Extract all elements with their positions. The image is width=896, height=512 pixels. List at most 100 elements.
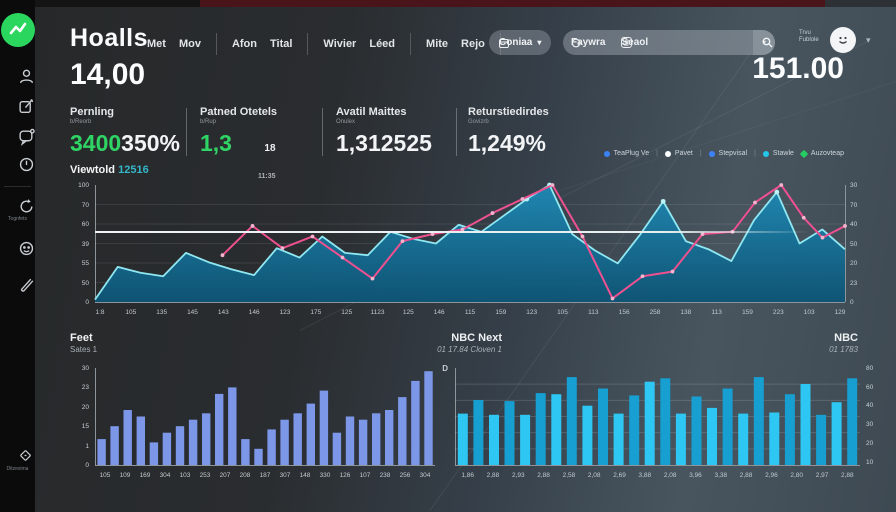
main-x-tick: 156 [618, 309, 630, 316]
main-y-tick-right: 30 [850, 182, 858, 189]
main-y-tick-right: 0 [850, 299, 854, 306]
search-left-label: Faywra [571, 37, 606, 48]
main-x-tick: 1:8 [95, 309, 105, 316]
bar-y-tick: 20 [866, 439, 874, 447]
main-y-tick-right: 70 [850, 201, 858, 209]
bar-x-tick: 2,80 [790, 472, 804, 479]
main-y-tick-right: 40 [850, 221, 858, 228]
right-chart-subtitle: 01 1783 [829, 345, 858, 354]
nav-item-léed[interactable]: Léed [369, 38, 396, 50]
main-x-tick: 175 [310, 309, 322, 316]
stat-patned: Patned Otetels b/Rup 1,3 18 11:35 [200, 106, 278, 180]
bar-y-axis [95, 368, 96, 465]
main-x-tick: 103 [803, 309, 815, 316]
search-field-left[interactable]: Faywra [563, 37, 613, 48]
diamond-icon-label: Ditzexima [6, 466, 29, 472]
main-x-tick: 138 [680, 309, 692, 316]
chevron-down-icon[interactable]: ▾ [866, 35, 871, 45]
bar-x-tick: 2,88 [739, 472, 753, 479]
main-x-tick: 123 [526, 309, 538, 316]
bar-x-tick: 2,88 [486, 472, 500, 479]
bar-x-tick: 3,96 [689, 472, 702, 479]
nav-divider [410, 33, 412, 55]
bar-x-tick: 2,96 [765, 472, 778, 479]
bar-x-axis [455, 465, 860, 466]
main-x-tick: 223 [772, 309, 784, 316]
legend-divider: | [754, 150, 756, 157]
config-button[interactable]: Coniaa ▾ [489, 30, 552, 55]
stat-divider [456, 108, 457, 156]
main-y-tick: 60 [81, 221, 89, 228]
search-right-label: Seaol [621, 37, 649, 48]
main-y-axis [95, 185, 96, 302]
main-y-tick-right: 50 [850, 240, 858, 248]
app-logo-icon[interactable] [1, 13, 35, 47]
circle-marker [603, 150, 610, 157]
stat-divider [186, 108, 187, 156]
nav-item-mov[interactable]: Mov [178, 38, 201, 50]
app-title[interactable]: Hoalls [70, 24, 149, 52]
bar-y-tick: 20 [81, 403, 89, 411]
search-tools[interactable]: ▾ [752, 30, 775, 55]
bar-chart-canvas [455, 377, 860, 465]
legend-label: TeaPlug Ve [613, 150, 650, 157]
main-x-tick: 105 [125, 309, 137, 316]
bar-x-tick: 109 [119, 472, 131, 479]
bar-y-axis [455, 368, 456, 465]
nav-item-mite[interactable]: Mite [426, 38, 449, 50]
bar-x-tick: 2,08 [587, 472, 601, 479]
main-y-tick-right: 23 [850, 279, 858, 287]
svg-text:@: @ [624, 40, 631, 47]
stat-pernling: Pernling b/Reorb 3400350% [70, 106, 180, 156]
nav-item-met[interactable]: Met [147, 38, 166, 50]
main-x-tick: 125 [402, 309, 414, 316]
bar-y-tick: 15 [81, 423, 89, 431]
top-strip-maroon [200, 0, 825, 7]
legend-item: TeaPlug Ve [603, 150, 650, 157]
sync-icon-label: Tognfets [8, 216, 27, 222]
nav-item-rejo[interactable]: Rejo [461, 38, 485, 50]
bar-y-tick: 1 [85, 442, 89, 450]
main-y-axis-right [845, 185, 846, 302]
bar-x-tick: 107 [359, 472, 371, 479]
legend-item: Stawle [762, 150, 794, 157]
main-x-tick: 1123 [370, 309, 385, 316]
bar-x-tick: 126 [339, 472, 351, 479]
main-x-tick: 113 [711, 309, 722, 316]
nav-item-tital[interactable]: Tital [270, 38, 293, 50]
bar-y-tick: 40 [866, 402, 874, 410]
nav-divider [215, 33, 217, 55]
bar-y-tick: 30 [866, 421, 874, 429]
kpi-right-value: 151.00 [752, 52, 844, 85]
sidebar-divider [4, 186, 31, 187]
reference-line [95, 230, 810, 233]
main-y-tick: 55 [81, 260, 89, 267]
nav-item-afon[interactable]: Afon [231, 38, 257, 50]
bar-x-tick: 3,88 [638, 472, 652, 479]
main-y-tick-right: 20 [850, 260, 858, 267]
nav-item-wivier[interactable]: Wivier [323, 38, 357, 50]
main-y-tick: 50 [81, 279, 89, 287]
chevron-down-icon: ▾ [537, 38, 542, 47]
bar-y-tick: 80 [866, 365, 874, 372]
left-chart-subtitle: Sates 1 [70, 345, 98, 354]
bar-x-tick: 207 [219, 472, 231, 479]
main-x-tick: 159 [495, 309, 507, 316]
mid-header-subtitle: 01 17.84 Cloven 1 [437, 345, 502, 354]
bar-x-tick: 2,97 [815, 472, 829, 479]
main-x-tick: 159 [742, 309, 753, 316]
search-bar[interactable]: Faywra @ Seaol ▾ [563, 30, 775, 55]
bar-y-tick: 0 [85, 462, 89, 469]
legend-item: Stepvisal [708, 150, 747, 157]
bar-x-tick: 1,86 [461, 472, 474, 479]
bar-x-tick: 148 [299, 472, 311, 479]
bar-y-tick: 60 [866, 383, 874, 391]
main-x-tick: 105 [557, 309, 568, 316]
avatar[interactable] [830, 27, 856, 53]
stat-avatil: Avatil Maittes Onulex 1,312525 [336, 106, 432, 156]
legend-label: Pavet [674, 150, 693, 157]
nav-divider [499, 33, 501, 55]
mid-header-title: NBC Next [451, 332, 502, 344]
search-field-right[interactable]: @ Seaol [613, 37, 656, 48]
